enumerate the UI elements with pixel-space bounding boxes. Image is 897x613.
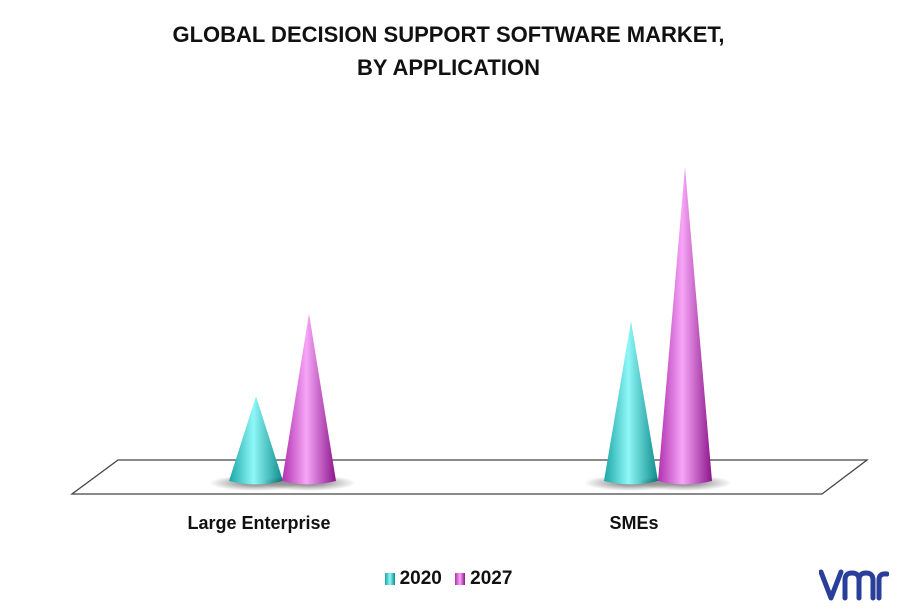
legend-item-2020: 2020 <box>384 568 442 590</box>
chart-legend: 2020 2027 <box>0 568 897 591</box>
chart-floor <box>70 459 869 495</box>
legend-label-2027: 2027 <box>470 568 513 589</box>
legend-swatch-2027 <box>455 573 466 585</box>
cone-large-enterprise-2020 <box>229 396 283 485</box>
chart-title-line-2: BY APPLICATION <box>357 55 540 80</box>
legend-label-2020: 2020 <box>399 568 442 589</box>
category-label-smes: SMEs <box>609 513 658 533</box>
chart-title: GLOBAL DECISION SUPPORT SOFTWARE MARKET,… <box>0 18 897 84</box>
legend-item-2027: 2027 <box>455 568 512 590</box>
cone-smes-2027 <box>658 166 712 485</box>
vmr-logo <box>818 566 890 609</box>
cone-large-enterprise-2027 <box>282 313 336 485</box>
legend-swatch-2020 <box>384 573 395 585</box>
chart-title-line-1: GLOBAL DECISION SUPPORT SOFTWARE MARKET, <box>172 22 725 47</box>
category-label-large-enterprise: Large Enterprise <box>187 513 330 533</box>
cone-smes-2020 <box>604 321 658 485</box>
